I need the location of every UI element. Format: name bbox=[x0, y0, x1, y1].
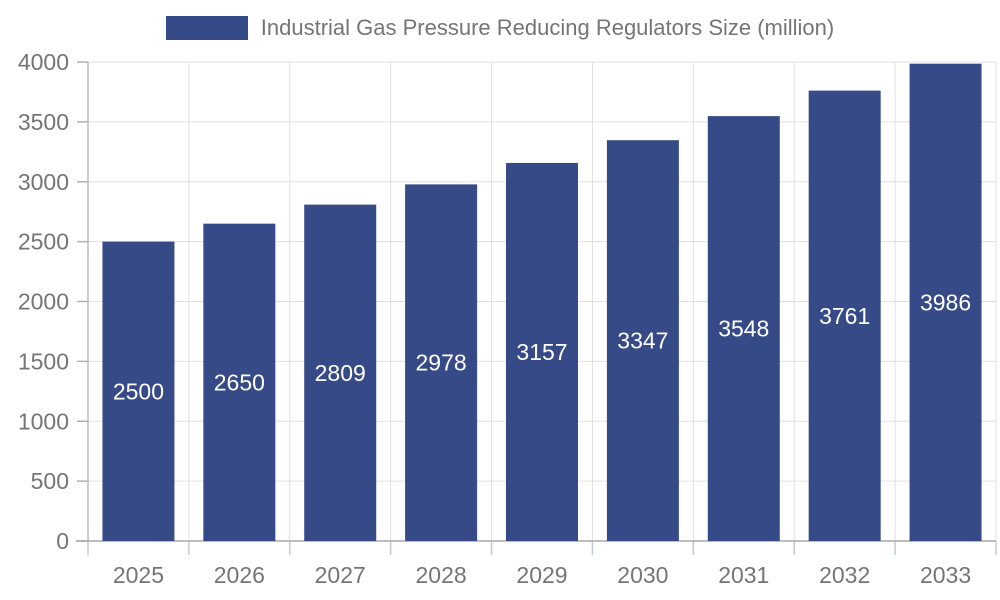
bar-2030[interactable] bbox=[606, 140, 679, 541]
bar-value-label: 3157 bbox=[516, 339, 567, 365]
y-tick-label: 500 bbox=[31, 468, 69, 494]
bar-value-label: 2650 bbox=[214, 369, 265, 395]
y-tick-label: 4000 bbox=[18, 49, 69, 75]
bar-2032[interactable] bbox=[808, 90, 881, 542]
y-tick-label: 0 bbox=[56, 528, 69, 554]
x-tick-label: 2025 bbox=[113, 562, 164, 588]
x-tick-label: 2029 bbox=[516, 562, 567, 588]
bar-2028[interactable] bbox=[405, 184, 478, 541]
bar-value-label: 2978 bbox=[416, 350, 467, 376]
bar-value-label: 3986 bbox=[920, 289, 971, 315]
bar-value-label: 3347 bbox=[617, 328, 668, 354]
legend-item[interactable]: Industrial Gas Pressure Reducing Regulat… bbox=[165, 15, 835, 41]
legend-swatch-icon bbox=[165, 16, 248, 40]
x-tick-label: 2030 bbox=[617, 562, 668, 588]
bar-2029[interactable] bbox=[506, 162, 578, 541]
y-tick-label: 2500 bbox=[18, 229, 69, 255]
bar-value-label: 2500 bbox=[113, 378, 164, 404]
legend-label: Industrial Gas Pressure Reducing Regulat… bbox=[260, 15, 835, 40]
y-tick-label: 1000 bbox=[18, 408, 69, 434]
legend: Industrial Gas Pressure Reducing Regulat… bbox=[0, 15, 1000, 41]
bar-2027[interactable] bbox=[304, 204, 377, 541]
x-tick-label: 2028 bbox=[416, 562, 467, 588]
bar-2033[interactable] bbox=[909, 63, 982, 541]
bar-value-label: 3548 bbox=[718, 316, 769, 342]
y-tick-label: 3500 bbox=[18, 109, 69, 135]
bar-2026[interactable] bbox=[203, 223, 276, 541]
y-tick-label: 1500 bbox=[18, 348, 69, 374]
x-tick-label: 2033 bbox=[920, 562, 971, 588]
bar-2025[interactable] bbox=[102, 241, 175, 541]
y-tick-label: 3000 bbox=[18, 169, 69, 195]
x-tick-label: 2031 bbox=[718, 562, 769, 588]
bar-value-label: 3761 bbox=[819, 303, 870, 329]
y-tick-label: 2000 bbox=[18, 289, 69, 315]
bar-value-label: 2809 bbox=[315, 360, 366, 386]
x-tick-label: 2027 bbox=[315, 562, 366, 588]
x-tick-label: 2026 bbox=[214, 562, 265, 588]
bar-2031[interactable] bbox=[707, 116, 780, 541]
x-tick-label: 2032 bbox=[819, 562, 870, 588]
